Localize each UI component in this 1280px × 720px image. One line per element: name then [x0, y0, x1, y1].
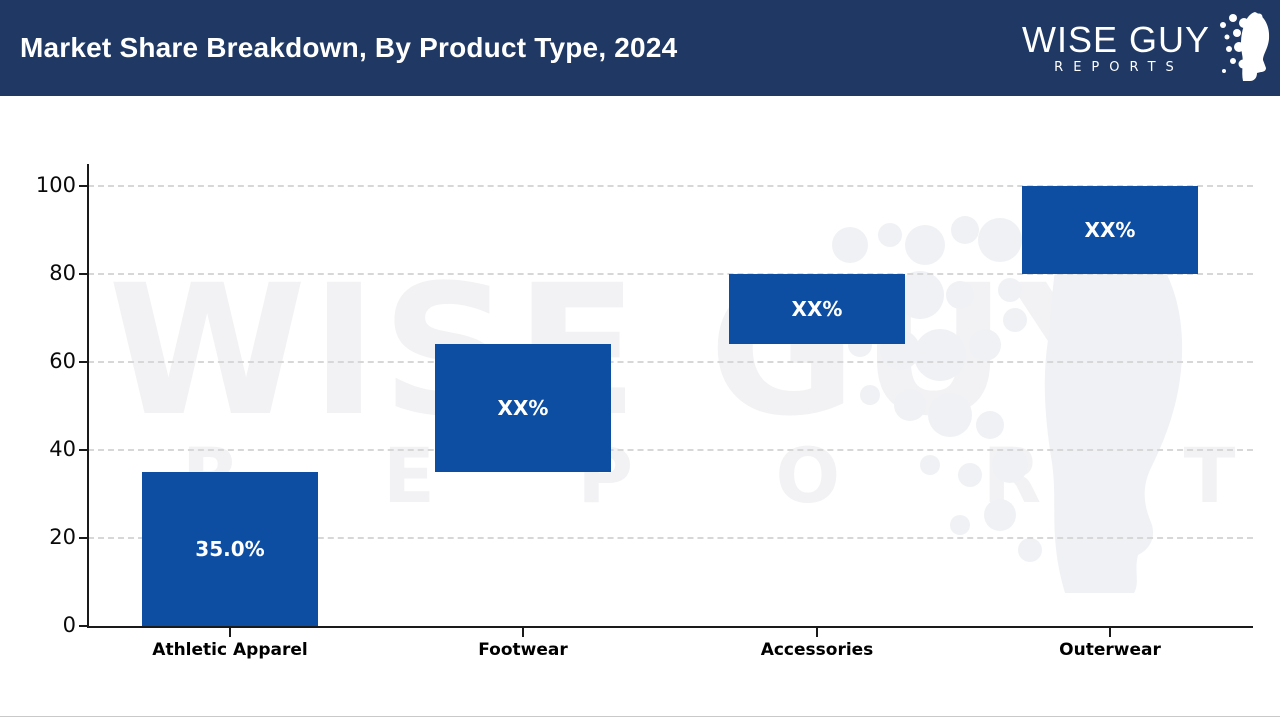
header: Market Share Breakdown, By Product Type,…: [0, 0, 1280, 96]
y-tick-label-20: 20: [49, 525, 76, 549]
y-axis-line: [87, 164, 89, 628]
y-tick-mark: [79, 625, 87, 627]
x-category-label-accessories: Accessories: [760, 640, 874, 660]
bar-outerwear: XX%: [1022, 186, 1198, 274]
watermark-face-pattern: [832, 210, 1183, 593]
x-axis-line: [87, 626, 1253, 628]
brand-logo-text: WISE GUY REPORTS: [1022, 21, 1210, 75]
y-tick-label-0: 0: [62, 613, 76, 637]
bar-value-label: XX%: [1084, 218, 1136, 242]
x-tick-mark: [229, 628, 231, 637]
y-tick-label-80: 80: [49, 261, 76, 285]
bar-value-label: XX%: [497, 396, 549, 421]
x-category-label-footwear: Footwear: [478, 640, 568, 660]
bar-footwear: XX%: [435, 344, 611, 472]
x-category-label-outerwear: Outerwear: [1059, 640, 1161, 660]
bar-accessories: XX%: [729, 274, 905, 345]
x-tick-mark: [522, 628, 524, 637]
y-tick-mark: [79, 185, 87, 187]
y-tick-label-60: 60: [49, 349, 76, 373]
brand-logo: WISE GUY REPORTS: [1022, 6, 1270, 90]
y-tick-mark: [79, 537, 87, 539]
page-title: Market Share Breakdown, By Product Type,…: [20, 32, 678, 63]
logo-subtitle: REPORTS: [1054, 59, 1184, 75]
y-tick-label-100: 100: [35, 173, 76, 197]
gridline-100: [88, 185, 1253, 187]
y-tick-mark: [79, 361, 87, 363]
bar-value-label: 35.0%: [195, 537, 265, 561]
y-tick-label-40: 40: [49, 437, 76, 461]
logo-wordmark: WISE GUY: [1021, 19, 1210, 61]
x-tick-mark: [1109, 628, 1111, 637]
logo-face-icon: [1220, 12, 1270, 81]
x-tick-mark: [816, 628, 818, 637]
y-tick-mark: [79, 449, 87, 451]
gridline-60: [88, 361, 1253, 363]
x-category-label-athletic-apparel: Athletic Apparel: [152, 640, 308, 660]
bar-athletic-apparel: 35.0%: [142, 472, 318, 626]
y-tick-mark: [79, 273, 87, 275]
bottom-divider: [0, 716, 1280, 717]
gridline-80: [88, 273, 1253, 275]
gridline-40: [88, 449, 1253, 451]
gridline-20: [88, 537, 1253, 539]
bar-value-label: XX%: [791, 297, 843, 322]
